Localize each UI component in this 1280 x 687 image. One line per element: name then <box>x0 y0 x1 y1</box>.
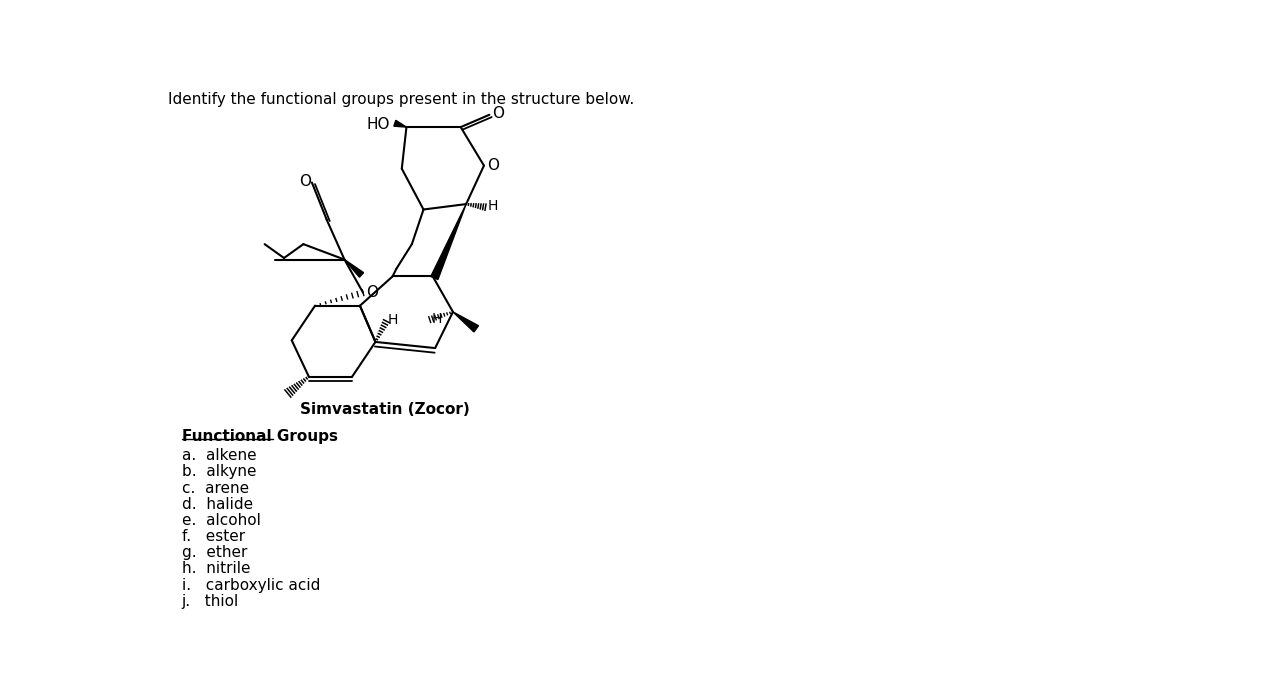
Text: H: H <box>433 312 443 326</box>
Text: h.  nitrile: h. nitrile <box>182 561 250 576</box>
Text: c.  arene: c. arene <box>182 480 248 495</box>
Text: i.   carboxylic acid: i. carboxylic acid <box>182 578 320 593</box>
Text: O: O <box>300 174 311 188</box>
Text: g.  ether: g. ether <box>182 545 247 560</box>
Text: f.   ester: f. ester <box>182 529 244 544</box>
Text: Simvastatin (Zocor): Simvastatin (Zocor) <box>300 402 470 417</box>
Polygon shape <box>394 120 407 127</box>
Text: H: H <box>388 313 398 328</box>
Text: e.  alcohol: e. alcohol <box>182 513 261 528</box>
Polygon shape <box>344 260 364 278</box>
Text: HO: HO <box>366 117 389 133</box>
Text: O: O <box>488 158 499 173</box>
Text: b.  alkyne: b. alkyne <box>182 464 256 480</box>
Text: Identify the functional groups present in the structure below.: Identify the functional groups present i… <box>168 91 634 106</box>
Polygon shape <box>453 312 479 332</box>
Text: a.  alkene: a. alkene <box>182 448 256 463</box>
Text: O: O <box>366 285 378 300</box>
Text: H: H <box>488 199 498 214</box>
Text: d.  halide: d. halide <box>182 497 253 512</box>
Text: O: O <box>492 106 504 121</box>
Text: Functional Groups: Functional Groups <box>182 429 338 444</box>
Text: j.   thiol: j. thiol <box>182 594 239 609</box>
Polygon shape <box>431 204 466 280</box>
